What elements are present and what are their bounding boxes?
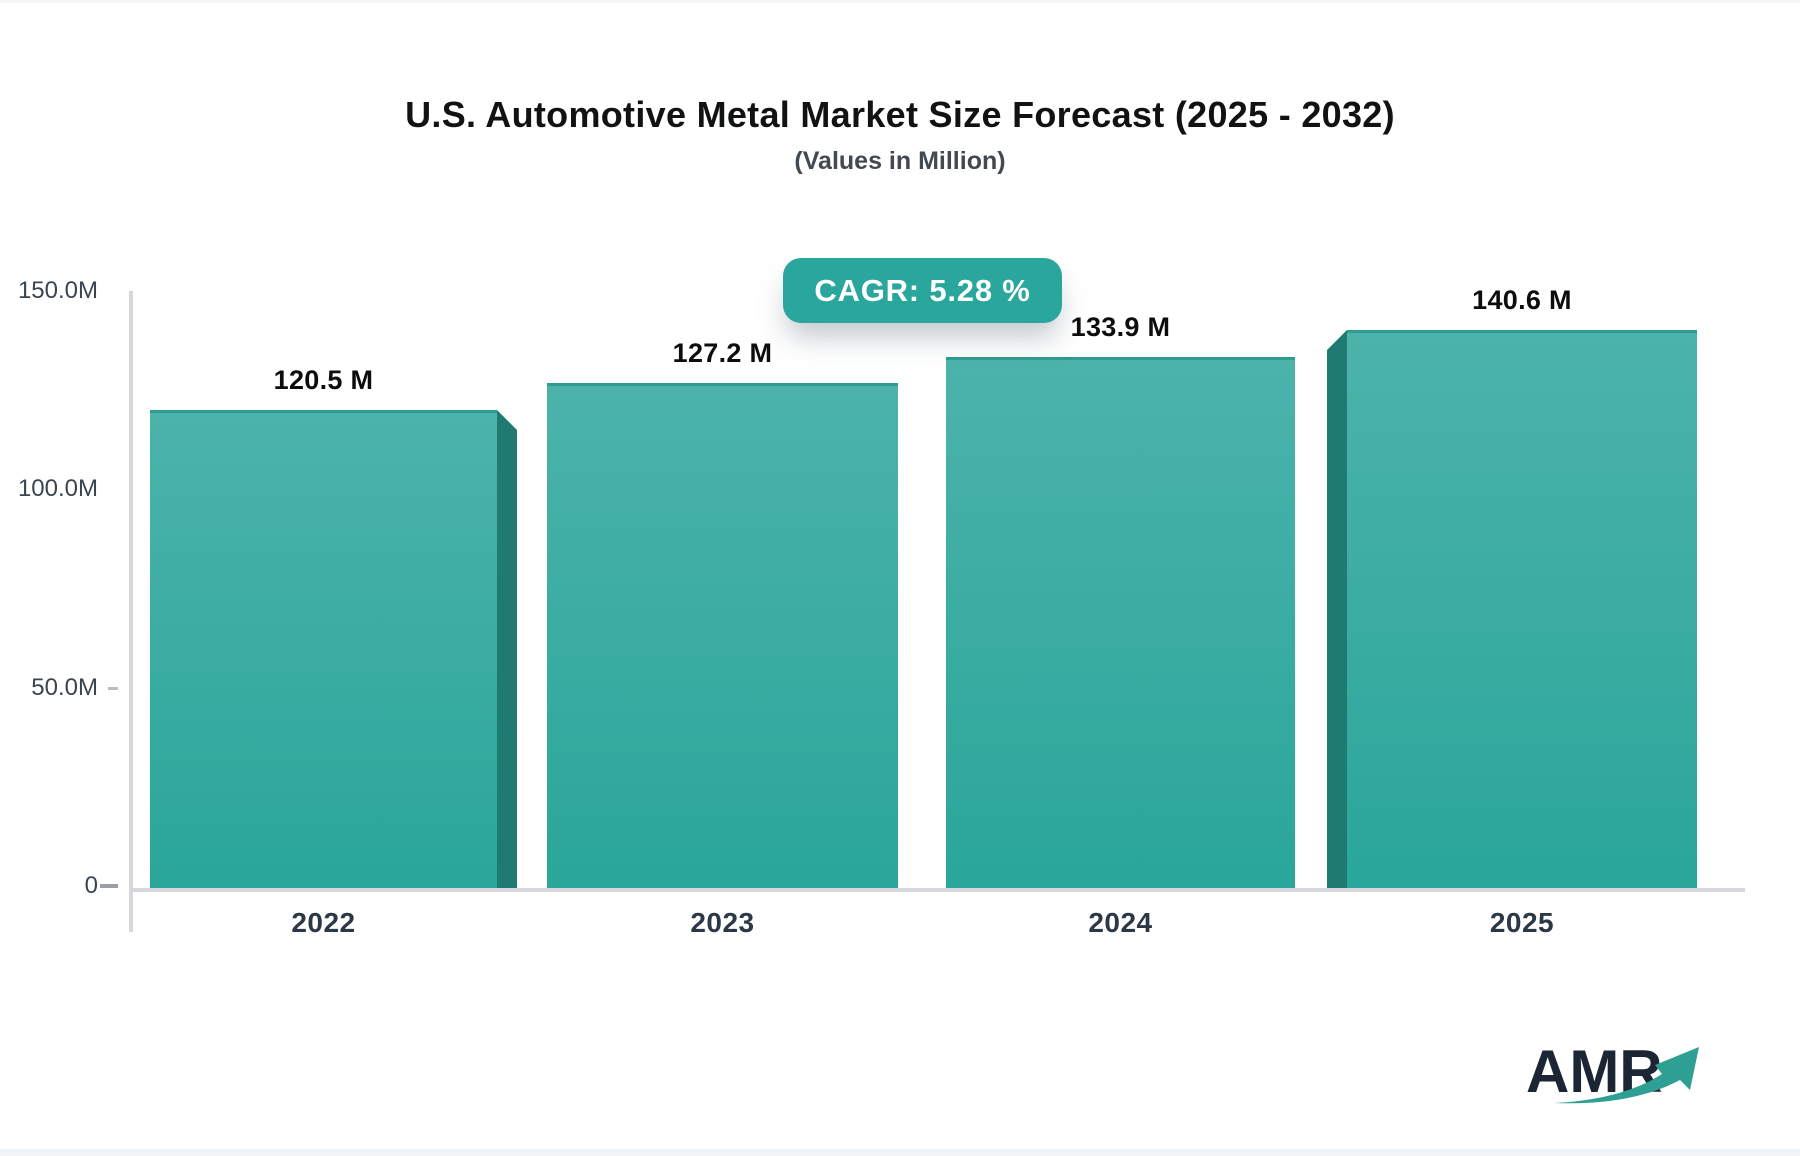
bar-2023 [547,383,898,888]
y-axis-tick-50 [108,686,118,690]
y-axis-label-150: 150.0M [17,276,98,304]
y-axis-label-50: 50.0M [31,673,98,701]
x-axis-label-2023: 2023 [690,907,755,938]
amr-logo-text: AMR [1526,1038,1663,1105]
bar-value-label-2023: 127.2 M [672,338,773,368]
y-axis-label-0: 0 [84,872,98,899]
x-axis-label-2025: 2025 [1489,907,1555,938]
y-axis-tick-0 [100,884,118,888]
x-axis-label-2024: 2024 [1088,907,1153,938]
bar-3d-side-2022 [497,410,517,888]
y-axis-label-100: 100.0M [17,475,98,503]
bar-2022 [150,410,497,888]
page-edge-top [0,0,1800,3]
amr-logo-arrow-icon [1554,1047,1699,1104]
y-axis-line [129,291,133,932]
cagr-badge: CAGR: 5.28 % [783,258,1062,323]
bar-2024 [946,357,1295,888]
bar-value-label-2024: 133.9 M [1070,312,1171,342]
amr-logo: AMR [1524,1030,1724,1114]
x-axis-baseline [129,888,1745,892]
x-axis-label-2022: 2022 [291,907,356,938]
chart-subtitle: (Values in Million) [794,147,1006,175]
bar-2025 [1347,330,1697,888]
page-edge-bottom [0,1149,1800,1156]
bar-3d-side-2025 [1327,330,1347,888]
bar-value-label-2025: 140.6 M [1472,285,1572,315]
bar-value-label-2022: 120.5 M [273,365,374,395]
chart-title: U.S. Automotive Metal Market Size Foreca… [405,94,1395,135]
